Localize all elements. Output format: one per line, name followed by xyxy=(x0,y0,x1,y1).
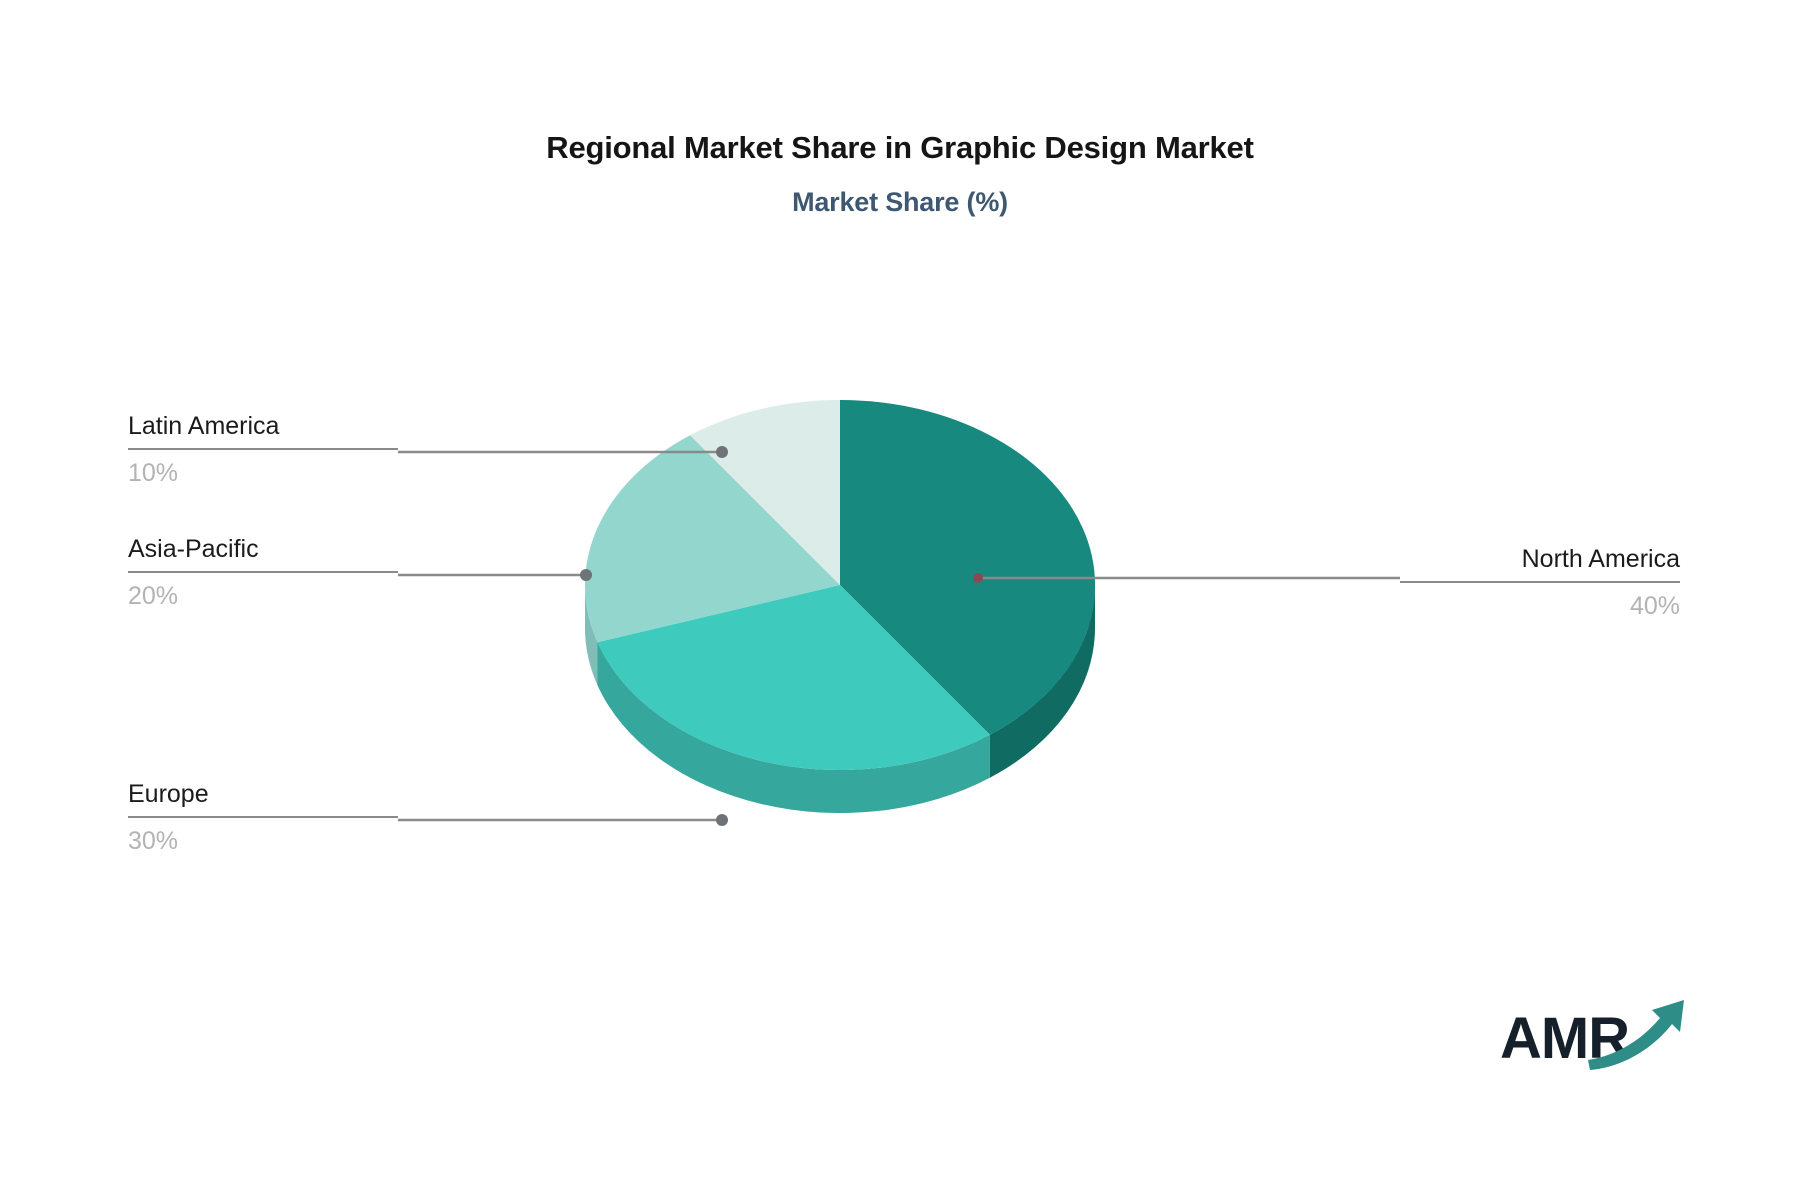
pie-label-asia-pacific-rule xyxy=(128,571,398,573)
pie-top-face xyxy=(584,400,1096,771)
pie-depth-europe xyxy=(597,642,990,814)
pie-depth-north-america xyxy=(989,585,1095,778)
pie-depth-asia-pacific xyxy=(585,585,598,686)
pie-label-europe-value: 30% xyxy=(128,827,179,855)
upward-arrow-icon xyxy=(1588,1000,1684,1070)
pie-label-latin-america-name: Latin America xyxy=(128,412,280,440)
pie-label-europe[interactable]: Europe 30% xyxy=(128,780,398,856)
pie-label-europe-name: Europe xyxy=(128,780,209,808)
pie-label-latin-america-rule xyxy=(128,448,398,450)
pie-label-north-america-name: North America xyxy=(1521,545,1680,573)
pie-slice-north-america[interactable] xyxy=(840,400,1096,735)
pie-label-north-america[interactable]: North America 40% xyxy=(1400,545,1680,621)
pie-label-latin-america-value: 10% xyxy=(128,459,179,487)
pie-label-asia-pacific[interactable]: Asia-Pacific 20% xyxy=(128,535,398,611)
amr-logo: AMR xyxy=(1500,996,1690,1076)
chart-subtitle: Market Share (%) xyxy=(792,187,1008,217)
pie-slice-asia-pacific[interactable] xyxy=(584,435,840,643)
pie-label-latin-america[interactable]: Latin America 10% xyxy=(128,412,398,488)
pie-chart xyxy=(584,400,1096,814)
chart-title: Regional Market Share in Graphic Design … xyxy=(546,130,1254,165)
pie-label-europe-rule xyxy=(128,816,398,818)
pie-label-asia-pacific-value: 20% xyxy=(128,582,179,610)
pie-slice-europe[interactable] xyxy=(597,585,990,771)
pie-label-asia-pacific-name: Asia-Pacific xyxy=(128,535,259,563)
pie-label-north-america-value: 40% xyxy=(1629,592,1680,620)
pie-depth-wall xyxy=(585,585,1095,814)
pie-label-north-america-rule xyxy=(1400,581,1680,583)
